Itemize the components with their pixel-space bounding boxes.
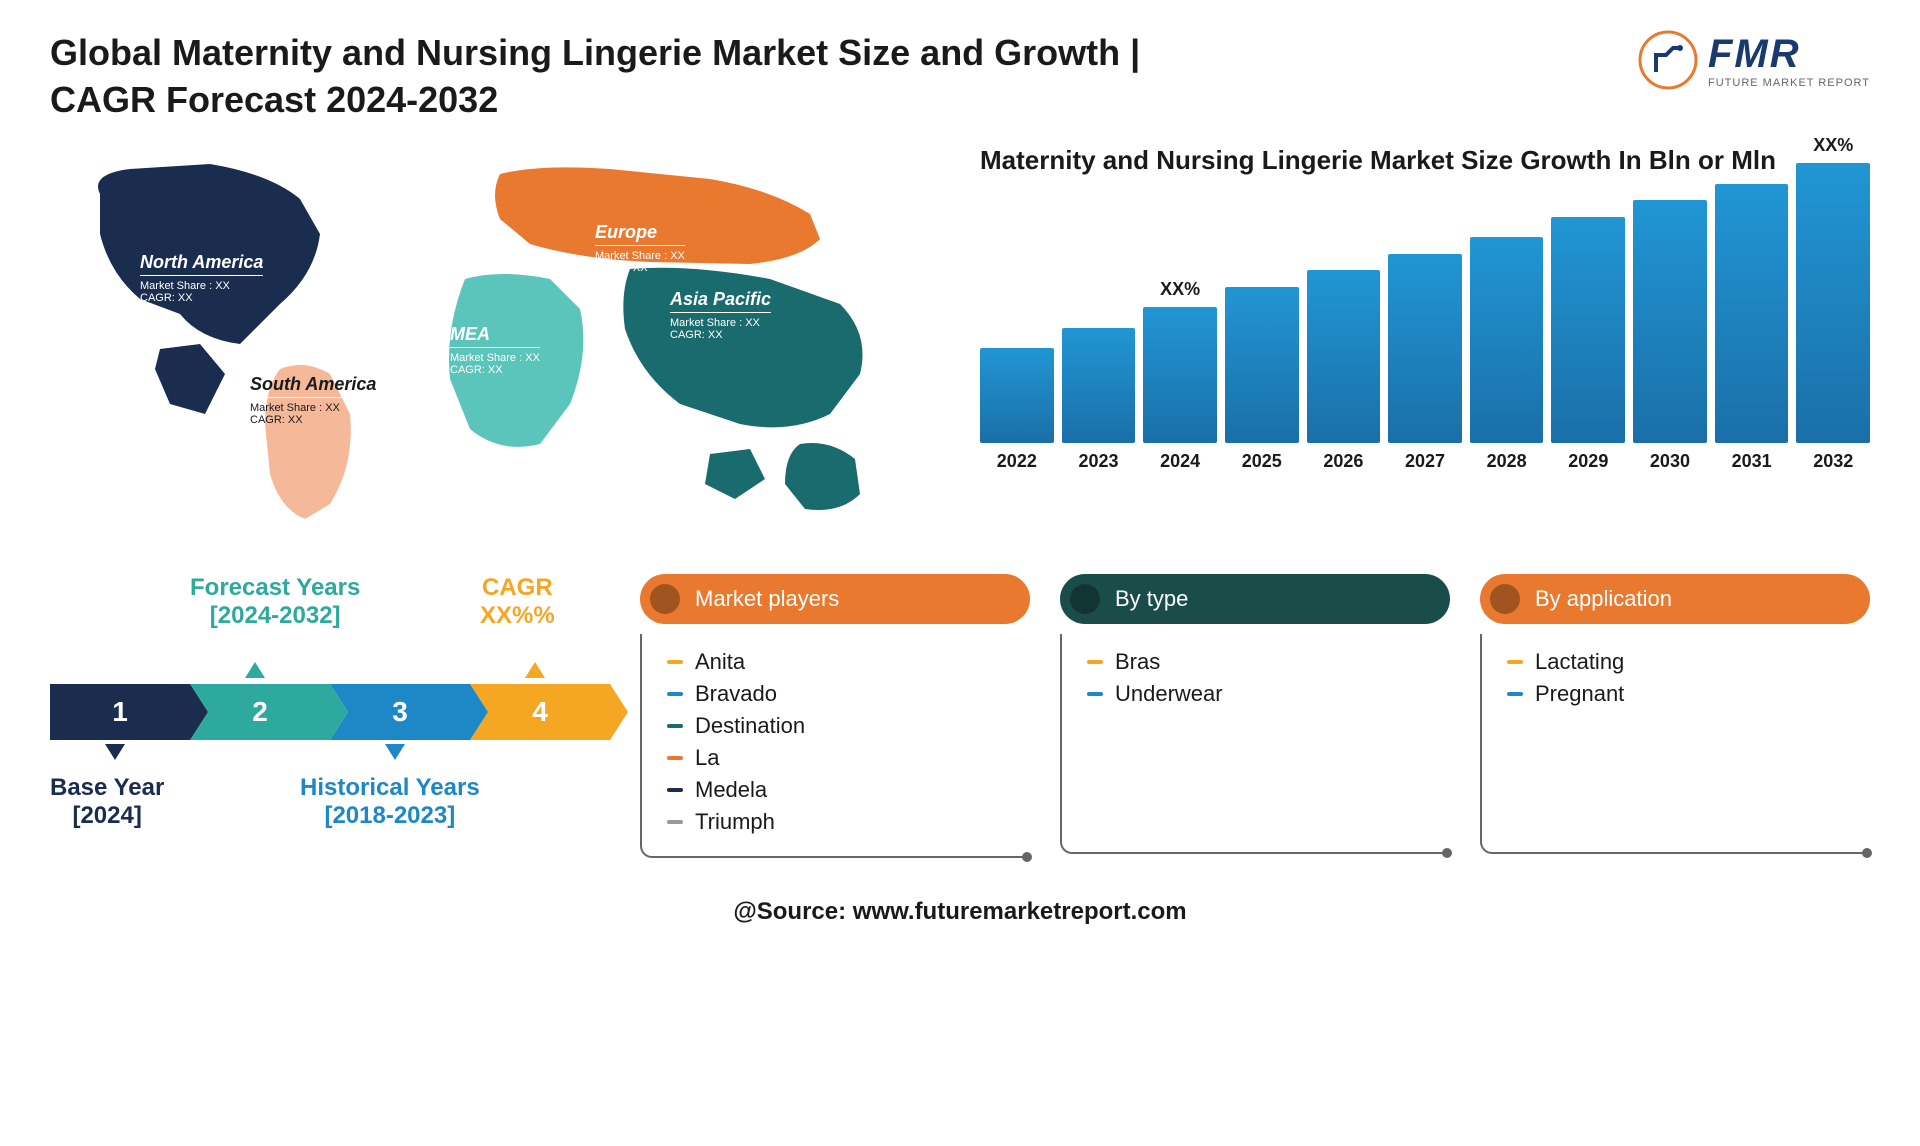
bar-2032: XX%2032 (1796, 163, 1870, 472)
bar-2024: XX%2024 (1143, 307, 1217, 472)
bar-2022: 2022 (980, 348, 1054, 473)
categories: Market players Anita Bravado Destination La M… (640, 574, 1870, 858)
timeline-label-base: Base Year[2024] (50, 774, 164, 832)
map-label-mea: MEAMarket Share : XXCAGR: XX (450, 324, 540, 376)
top-section: North AmericaMarket Share : XXCAGR: XX So… (50, 144, 1870, 524)
bars-container: 20222023XX%20242025202620272028202920302… (980, 192, 1870, 472)
bar-2028: 2028 (1470, 237, 1544, 472)
bar-2026: 2026 (1307, 270, 1381, 472)
timeline-step-1: 1 (50, 684, 190, 740)
header: Global Maternity and Nursing Lingerie Ma… (50, 30, 1870, 124)
category-body: Lactating Pregnant (1480, 634, 1870, 854)
category-body: Anita Bravado Destination La Medela Triumph (640, 634, 1030, 858)
timeline-arrow-historical (385, 744, 405, 760)
bar-2025: 2025 (1225, 287, 1299, 472)
map-label-south-america: South AmericaMarket Share : XXCAGR: XX (250, 374, 376, 426)
category-by-application: By application Lactating Pregnant (1480, 574, 1870, 858)
bar-2027: 2027 (1388, 254, 1462, 472)
timeline-arrow-cagr (525, 662, 545, 678)
timeline-label-cagr: CAGRXX%% (480, 574, 555, 632)
category-item: Anita (667, 649, 1015, 675)
category-by-type: By type Bras Underwear (1060, 574, 1450, 858)
bar-2023: 2023 (1062, 328, 1136, 473)
logo-text-sub: FUTURE MARKET REPORT (1708, 77, 1870, 89)
map-label-north-america: North AmericaMarket Share : XXCAGR: XX (140, 252, 263, 304)
category-item: Destination (667, 713, 1015, 739)
timeline-step-3: 3 (330, 684, 470, 740)
bar-2031: 2031 (1715, 184, 1789, 473)
timeline-step-4: 4 (470, 684, 610, 740)
chart-title: Maternity and Nursing Lingerie Market Si… (980, 144, 1870, 178)
timeline: Base Year[2024] Forecast Years[2024-2032]… (50, 574, 610, 854)
map-label-asia-pacific: Asia PacificMarket Share : XXCAGR: XX (670, 289, 771, 341)
category-item: Triumph (667, 809, 1015, 835)
category-market-players: Market players Anita Bravado Destination La M… (640, 574, 1030, 858)
logo-icon (1638, 30, 1698, 90)
bar-2030: 2030 (1633, 200, 1707, 473)
source-attribution: @Source: www.futuremarketreport.com (50, 898, 1870, 926)
page-title: Global Maternity and Nursing Lingerie Ma… (50, 30, 1250, 124)
world-map: North AmericaMarket Share : XXCAGR: XX So… (50, 144, 940, 524)
category-item: Lactating (1507, 649, 1855, 675)
category-item: Underwear (1087, 681, 1435, 707)
timeline-arrow-forecast (245, 662, 265, 678)
category-header: Market players (640, 574, 1030, 624)
category-item: Pregnant (1507, 681, 1855, 707)
timeline-steps: 1234 (50, 684, 610, 740)
logo-text-main: FMR (1708, 32, 1870, 77)
category-header: By application (1480, 574, 1870, 624)
timeline-arrow-base (105, 744, 125, 760)
bottom-section: Base Year[2024] Forecast Years[2024-2032]… (50, 574, 1870, 858)
logo: FMR FUTURE MARKET REPORT (1638, 30, 1870, 90)
category-item: Bras (1087, 649, 1435, 675)
category-item: La (667, 745, 1015, 771)
category-body: Bras Underwear (1060, 634, 1450, 854)
timeline-step-2: 2 (190, 684, 330, 740)
category-item: Medela (667, 777, 1015, 803)
bar-2029: 2029 (1551, 217, 1625, 473)
bar-chart: Maternity and Nursing Lingerie Market Si… (980, 144, 1870, 524)
timeline-label-historical: Historical Years[2018-2023] (300, 774, 480, 832)
category-item: Bravado (667, 681, 1015, 707)
map-label-europe: EuropeMarket Share : XXCAGR: XX (595, 222, 685, 274)
timeline-label-forecast: Forecast Years[2024-2032] (190, 574, 360, 632)
category-header: By type (1060, 574, 1450, 624)
